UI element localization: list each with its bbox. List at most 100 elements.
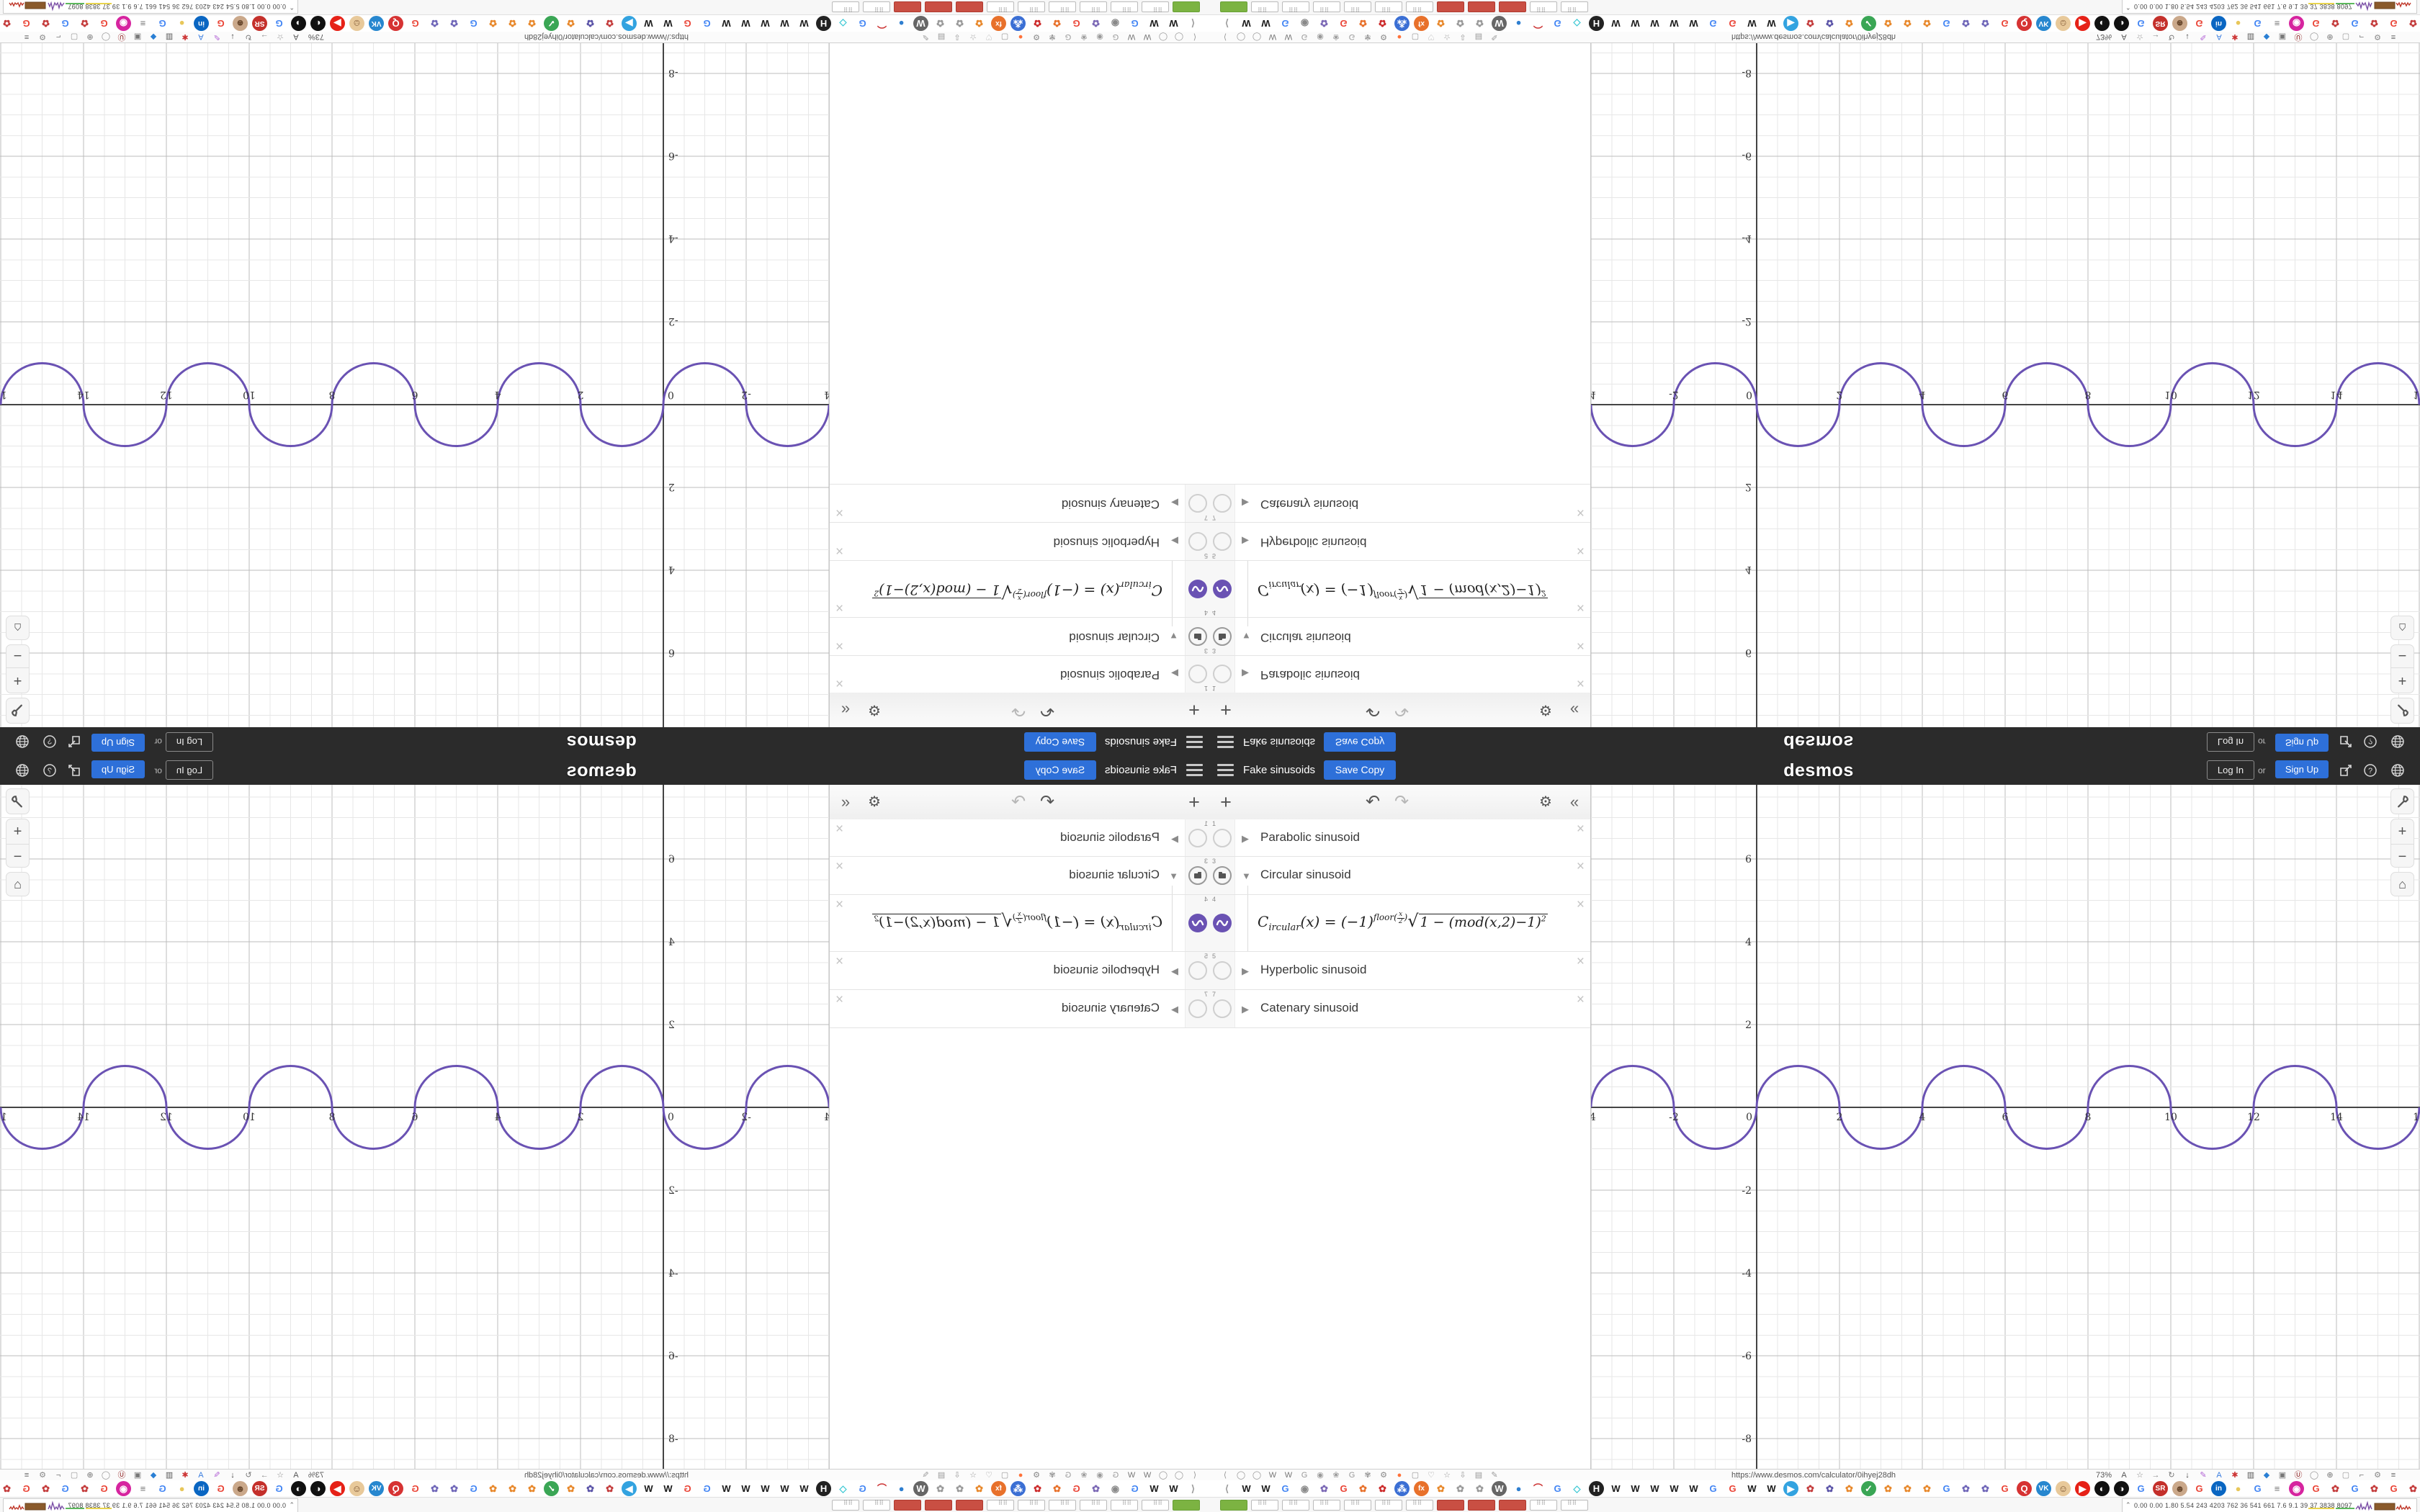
favicon[interactable]: W (780, 18, 789, 29)
favicon[interactable]: W (1150, 1483, 1159, 1494)
favicon[interactable]: Q (388, 16, 403, 31)
collapsed-folder-icon[interactable] (1188, 961, 1207, 980)
taskbar-window-button[interactable] (1561, 1, 1588, 12)
delete-row-icon[interactable]: × (835, 897, 844, 912)
toolbar-icon[interactable]: ≡ (2390, 32, 2396, 41)
favicon[interactable]: Q (388, 1481, 403, 1496)
toolbar-icon[interactable]: Ⓤ (117, 1471, 126, 1480)
graph-paper[interactable]: -4 -2 0 2 4 6 8 10 12 14 16 6 4 2 -2 -4 -6 -8 + − ⌂ (0, 785, 829, 1469)
folder-title[interactable]: Catenary sinusoid (1061, 498, 1160, 511)
favicon[interactable]: ✿ (42, 1483, 50, 1494)
delete-row-icon[interactable]: × (1576, 638, 1585, 653)
taskbar-window-button[interactable] (1049, 1, 1076, 12)
add-expression-button[interactable]: + (1188, 699, 1200, 721)
favicon[interactable]: W (1261, 1483, 1270, 1494)
favicon[interactable]: SR (252, 1481, 267, 1496)
favicon[interactable]: ✿ (1962, 1483, 1970, 1494)
favicon[interactable]: in (194, 16, 209, 31)
toolbar-icon[interactable]: ◉ (1096, 1471, 1103, 1480)
favicon[interactable]: ✿ (586, 18, 594, 29)
toolbar-icon[interactable]: ◯ (1174, 32, 1184, 41)
favicon[interactable]: ✿ (2370, 1483, 2378, 1494)
add-expression-button[interactable]: + (1188, 791, 1200, 813)
taskbar-window-button[interactable] (1173, 1, 1200, 12)
toolbar-icon[interactable]: ◯ (2309, 1471, 2319, 1480)
undo-button[interactable]: ↶ (1039, 701, 1055, 720)
toolbar-icon[interactable]: ⚙ (1380, 32, 1387, 41)
page-zoom-level[interactable]: 73% (308, 1471, 324, 1480)
favicon[interactable]: ✿ (431, 1483, 439, 1494)
favicon[interactable]: H (1589, 1481, 1604, 1496)
toolbar-icon[interactable]: ≡ (2390, 1471, 2396, 1480)
favicon[interactable]: ✿ (1806, 18, 1814, 29)
collapsed-folder-icon[interactable] (1213, 999, 1232, 1018)
folder-title[interactable]: Parabolic sinusoid (1260, 829, 1360, 844)
toolbar-icon[interactable]: G (1348, 32, 1355, 41)
favicon[interactable]: ◉ (1300, 18, 1309, 29)
favicon[interactable]: ▶ (1783, 16, 1798, 31)
favicon[interactable]: W (913, 1481, 928, 1496)
toolbar-icon[interactable]: ▢ (70, 32, 79, 41)
favicon[interactable]: ✿ (1437, 1483, 1445, 1494)
favicon[interactable]: ✿ (2331, 1483, 2339, 1494)
favicon[interactable]: ✿ (1923, 18, 1931, 29)
favicon[interactable]: G (2001, 18, 2009, 29)
toolbar-icon[interactable]: ● (1397, 1471, 1402, 1480)
favicon[interactable]: VK (2036, 1481, 2051, 1496)
favicon[interactable]: G (470, 18, 478, 29)
menu-icon[interactable] (1217, 764, 1234, 776)
toolbar-icon[interactable]: ✾ (1049, 1471, 1056, 1480)
favicon[interactable]: ≡ (2274, 1483, 2280, 1494)
taskbar-window-button[interactable] (863, 1500, 890, 1511)
favicon[interactable]: fx (1414, 1481, 1429, 1496)
expand-folder-arrow[interactable]: ▶ (1171, 1004, 1178, 1014)
toolbar-icon[interactable]: ↻ (2168, 32, 2175, 41)
favicon[interactable]: ✿ (975, 18, 983, 29)
toolbar-icon[interactable]: ● (1397, 32, 1402, 41)
taskbar-window-button[interactable] (1220, 1500, 1247, 1511)
favicon[interactable]: G (158, 18, 166, 29)
favicon[interactable]: W (799, 18, 809, 29)
taskbar-window-button[interactable] (1251, 1, 1278, 12)
favicon[interactable]: ✿ (1476, 18, 1484, 29)
help-icon[interactable]: ? (2364, 735, 2377, 748)
favicon[interactable]: Q (2017, 1481, 2032, 1496)
folder-title[interactable]: Parabolic sinusoid (1260, 668, 1360, 683)
toolbar-icon[interactable]: ▢ (1411, 32, 1420, 41)
folder-icon[interactable] (1213, 866, 1232, 885)
toolbar-icon[interactable]: ≡ (24, 1471, 30, 1480)
favicon[interactable]: ≡ (140, 1483, 146, 1494)
globe-icon[interactable] (2391, 735, 2404, 748)
favicon[interactable]: ☺ (2056, 16, 2071, 31)
favicon[interactable]: G (275, 1483, 283, 1494)
favicon[interactable]: W (780, 1483, 789, 1494)
favicon[interactable]: G (703, 18, 711, 29)
toolbar-icon[interactable]: ⇩ (1459, 32, 1466, 41)
delete-row-icon[interactable]: × (1576, 505, 1585, 520)
toolbar-icon[interactable]: ◯ (1236, 1471, 1246, 1480)
favicon[interactable]: G (217, 18, 225, 29)
folder-title[interactable]: Hyperbolic sinusoid (1053, 536, 1160, 549)
favicon[interactable]: ☻ (2172, 1481, 2187, 1496)
page-zoom-level[interactable]: 73% (2096, 1471, 2112, 1480)
favicon[interactable]: SR (2153, 1481, 2168, 1496)
delete-row-icon[interactable]: × (1576, 954, 1585, 969)
toolbar-icon[interactable]: ⚙ (2374, 1471, 2381, 1480)
favicon[interactable]: ✿ (567, 18, 575, 29)
favicon[interactable]: W (722, 18, 731, 29)
toolbar-icon[interactable]: ✎ (213, 1471, 220, 1480)
folder-title[interactable]: Parabolic sinusoid (1060, 829, 1160, 844)
taskbar-window-button[interactable] (1344, 1499, 1371, 1511)
toolbar-icon[interactable]: ✎ (1491, 1471, 1498, 1480)
toolbar-icon[interactable]: G (1065, 1471, 1072, 1480)
delete-row-icon[interactable]: × (1576, 675, 1585, 690)
toolbar-icon[interactable]: ⊕ (2326, 32, 2334, 41)
undo-button[interactable]: ↶ (1365, 792, 1381, 811)
favicon[interactable]: ✿ (936, 18, 944, 29)
toolbar-icon[interactable]: ⌐ (2359, 32, 2365, 41)
favicon[interactable]: ✓ (544, 1481, 559, 1496)
toolbar-icon[interactable]: ⇩ (1459, 1471, 1466, 1480)
favicon[interactable]: G (1281, 1483, 1289, 1494)
expression-style-icon[interactable] (1188, 914, 1207, 932)
